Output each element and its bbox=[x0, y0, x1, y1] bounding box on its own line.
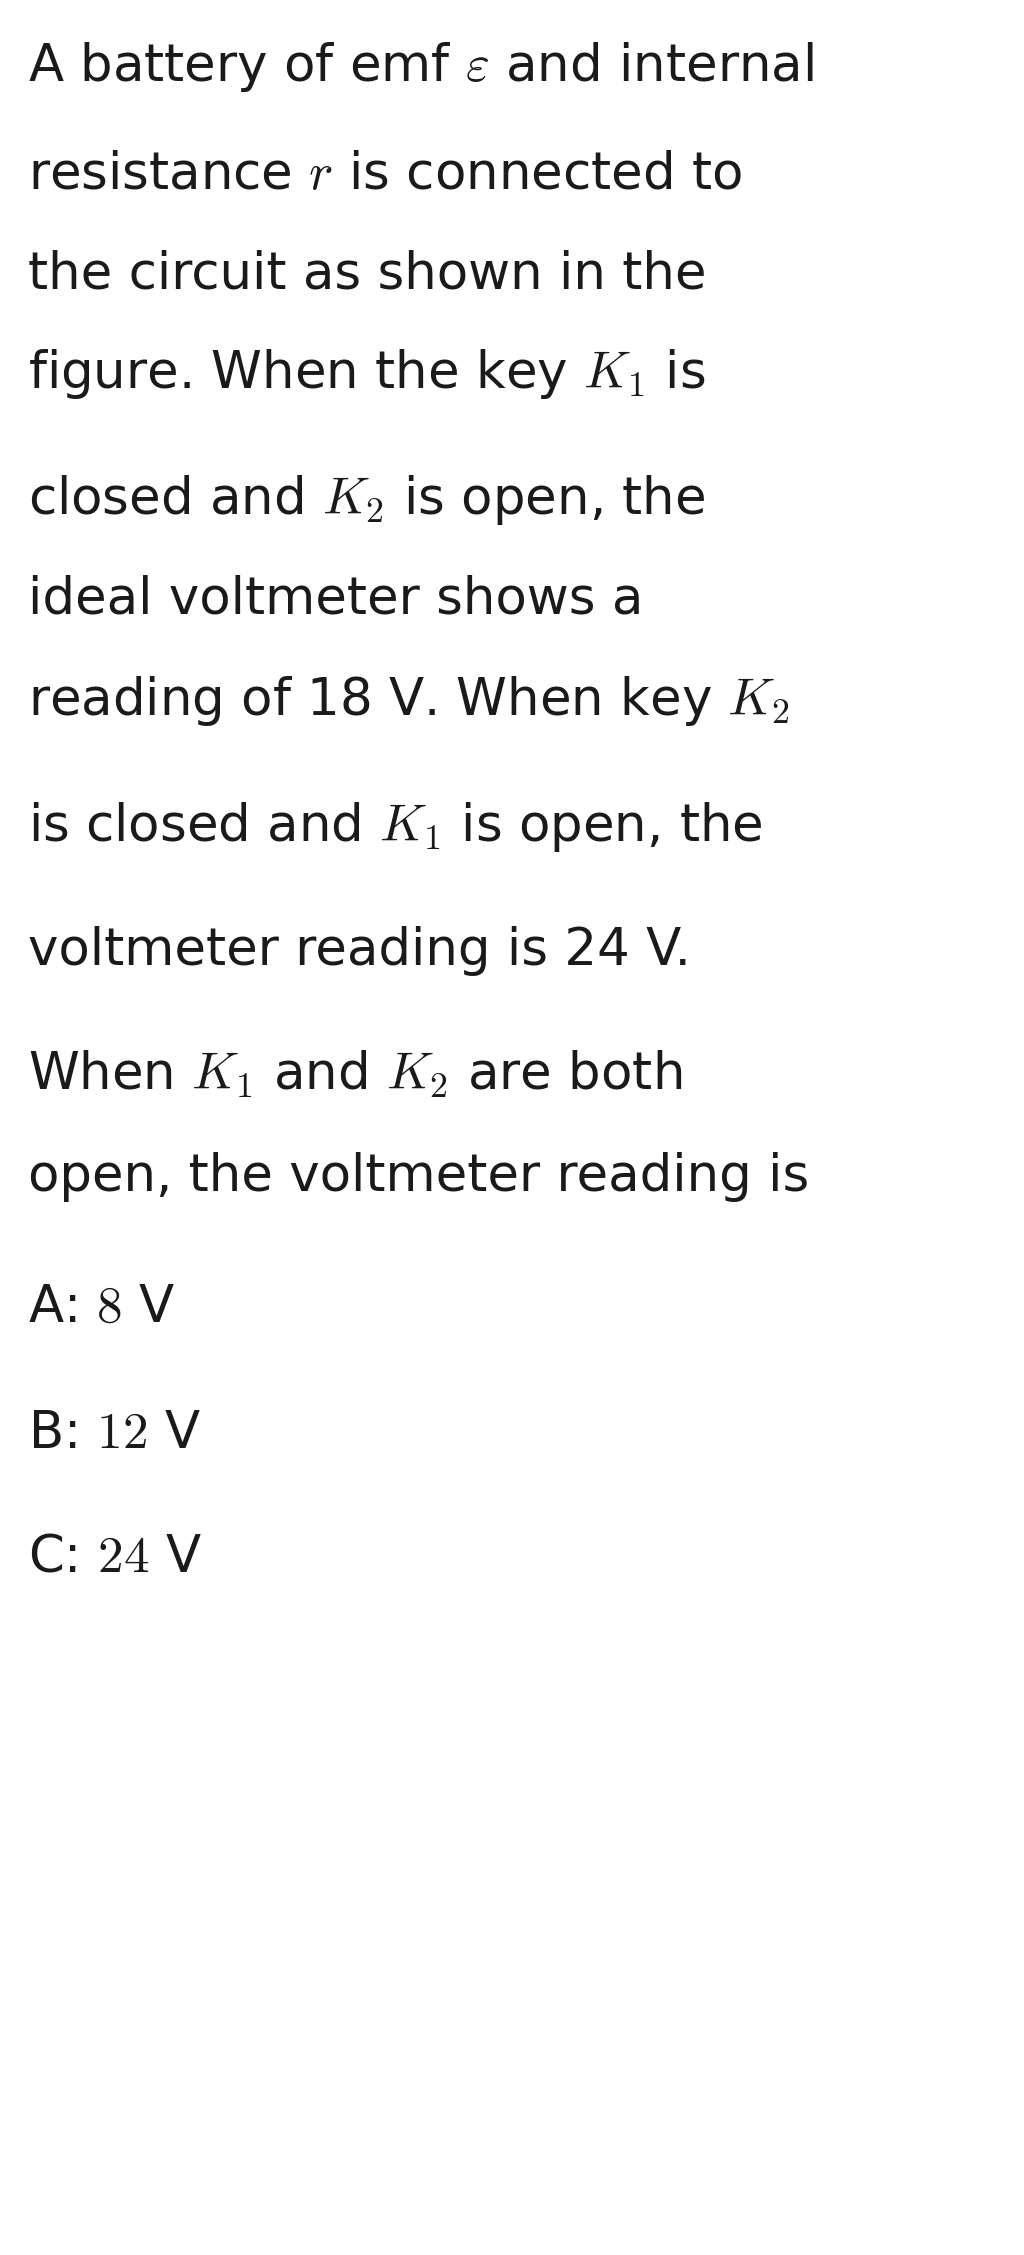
Text: closed and $K_2$ is open, the: closed and $K_2$ is open, the bbox=[28, 474, 705, 528]
Text: resistance $r$ is connected to: resistance $r$ is connected to bbox=[28, 151, 741, 201]
Text: figure. When the key $K_1$ is: figure. When the key $K_1$ is bbox=[28, 347, 705, 401]
Text: A: $8$ V: A: $8$ V bbox=[28, 1283, 175, 1333]
Text: When $K_1$ and $K_2$ are both: When $K_1$ and $K_2$ are both bbox=[28, 1049, 682, 1100]
Text: A battery of emf $\varepsilon$ and internal: A battery of emf $\varepsilon$ and inter… bbox=[28, 41, 813, 95]
Text: open, the voltmeter reading is: open, the voltmeter reading is bbox=[28, 1152, 809, 1202]
Text: the circuit as shown in the: the circuit as shown in the bbox=[28, 250, 707, 300]
Text: C: $24$ V: C: $24$ V bbox=[28, 1533, 202, 1583]
Text: ideal voltmeter shows a: ideal voltmeter shows a bbox=[28, 575, 643, 625]
Text: voltmeter reading is 24 V.: voltmeter reading is 24 V. bbox=[28, 927, 690, 976]
Text: B: $12$ V: B: $12$ V bbox=[28, 1409, 201, 1459]
Text: is closed and $K_1$ is open, the: is closed and $K_1$ is open, the bbox=[28, 801, 762, 855]
Text: reading of 18 V. When key $K_2$: reading of 18 V. When key $K_2$ bbox=[28, 674, 790, 728]
